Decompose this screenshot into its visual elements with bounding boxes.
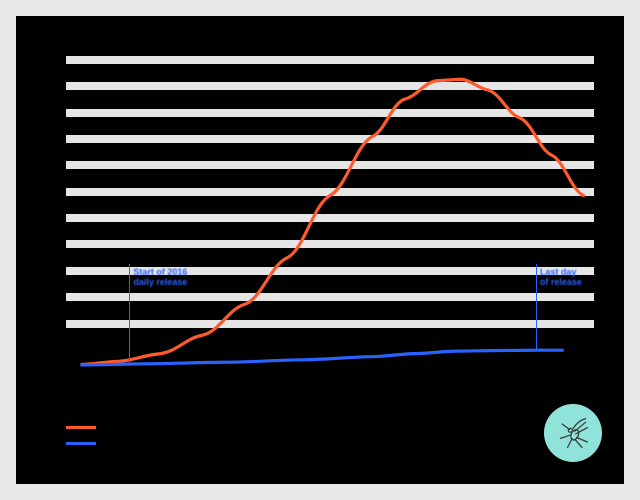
series-without_intervention (82, 79, 584, 364)
mosquito-icon (555, 415, 591, 451)
annotation-label-end: Last dayof release (540, 267, 582, 288)
legend-swatch (66, 426, 96, 429)
annotation-line-start (129, 264, 130, 363)
annotation-label-start: Start of 2016daily release (133, 267, 187, 288)
mosquito-badge (544, 404, 602, 462)
legend-item: With intervention (66, 438, 184, 448)
annotation-line-end (536, 264, 537, 351)
chart-curves (66, 56, 594, 366)
chart-frame: Start of 2016daily release Last dayof rel… (16, 16, 624, 484)
legend-item: Without intervention (66, 422, 184, 432)
legend: Without intervention With intervention (66, 422, 184, 454)
legend-swatch (66, 442, 96, 445)
series-with_intervention (82, 350, 562, 365)
plot-area: Start of 2016daily release Last dayof rel… (66, 56, 594, 366)
